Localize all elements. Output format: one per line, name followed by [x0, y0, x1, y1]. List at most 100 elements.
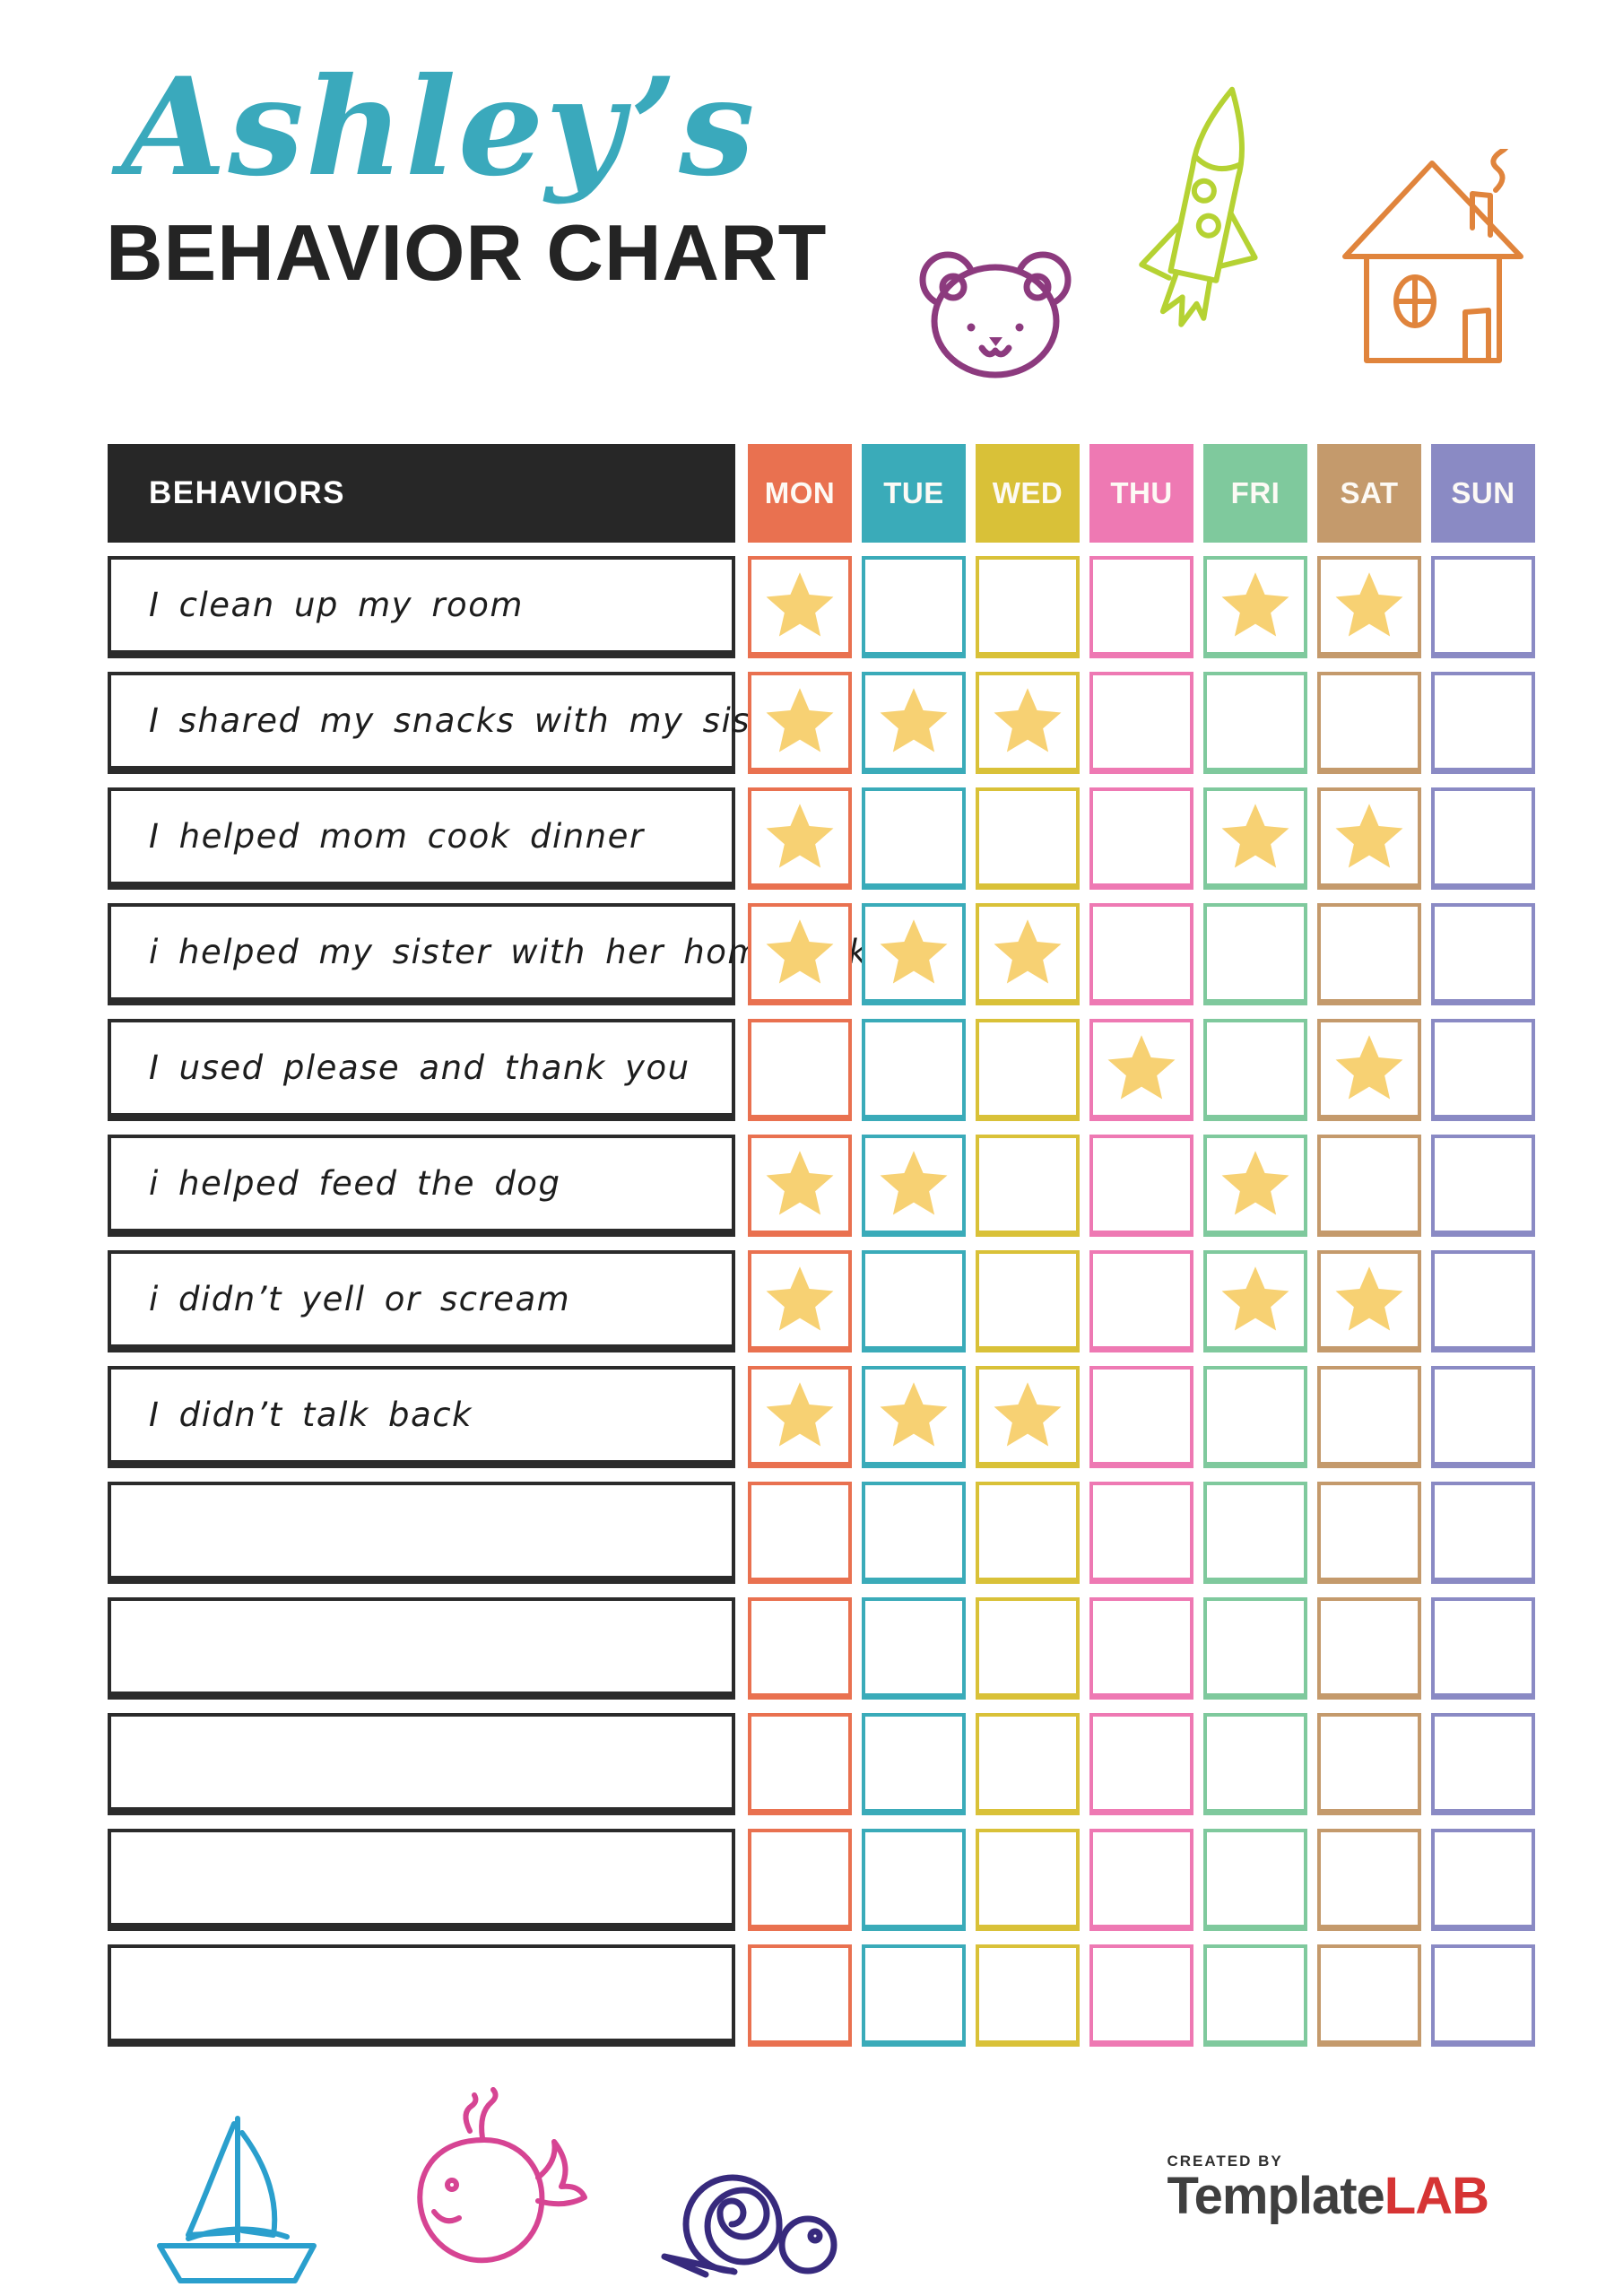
star-cell-thu[interactable]: [1089, 1135, 1193, 1237]
star-cell-tue[interactable]: [862, 672, 966, 774]
star-cell-sun[interactable]: [1431, 672, 1535, 774]
star-cell-tue[interactable]: [862, 1250, 966, 1352]
star-cell-mon[interactable]: [748, 1366, 852, 1468]
star-cell-thu[interactable]: [1089, 1829, 1193, 1931]
behavior-label: I clean up my room: [108, 556, 735, 658]
star-cell-mon[interactable]: [748, 787, 852, 890]
star-cell-thu[interactable]: [1089, 556, 1193, 658]
star-cell-wed[interactable]: [976, 1482, 1080, 1584]
star-cell-mon[interactable]: [748, 556, 852, 658]
behavior-row-2: I shared my snacks with my sister: [108, 672, 1535, 774]
star-cell-fri[interactable]: [1203, 1250, 1307, 1352]
star-icon: [1107, 1034, 1176, 1099]
star-cell-sun[interactable]: [1431, 1597, 1535, 1700]
star-cell-sun[interactable]: [1431, 1829, 1535, 1931]
star-cell-wed[interactable]: [976, 1713, 1080, 1815]
star-cell-fri[interactable]: [1203, 1944, 1307, 2047]
star-cell-mon[interactable]: [748, 672, 852, 774]
star-cell-wed[interactable]: [976, 1366, 1080, 1468]
star-cell-mon[interactable]: [748, 1135, 852, 1237]
behavior-chart-table: BEHAVIORS MON TUE WED THU FRI SAT SUN I clean …: [108, 444, 1535, 2047]
star-cell-wed[interactable]: [976, 787, 1080, 890]
star-cell-wed[interactable]: [976, 672, 1080, 774]
star-cell-tue[interactable]: [862, 1366, 966, 1468]
star-cell-sun[interactable]: [1431, 1135, 1535, 1237]
star-cell-tue[interactable]: [862, 787, 966, 890]
star-cell-wed[interactable]: [976, 1250, 1080, 1352]
star-cell-tue[interactable]: [862, 1829, 966, 1931]
sailboat-icon: [157, 2116, 317, 2283]
star-cell-mon[interactable]: [748, 1250, 852, 1352]
star-cell-tue[interactable]: [862, 1713, 966, 1815]
star-cell-tue[interactable]: [862, 1019, 966, 1121]
star-cell-sat[interactable]: [1317, 787, 1421, 890]
star-cell-tue[interactable]: [862, 556, 966, 658]
star-cell-fri[interactable]: [1203, 1366, 1307, 1468]
star-cell-sat[interactable]: [1317, 1713, 1421, 1815]
star-cell-fri[interactable]: [1203, 1482, 1307, 1584]
star-cell-wed[interactable]: [976, 1944, 1080, 2047]
star-cell-sat[interactable]: [1317, 1250, 1421, 1352]
star-cell-mon[interactable]: [748, 1829, 852, 1931]
star-cell-sat[interactable]: [1317, 903, 1421, 1005]
star-cell-wed[interactable]: [976, 1829, 1080, 1931]
star-cell-thu[interactable]: [1089, 672, 1193, 774]
star-cell-fri[interactable]: [1203, 1135, 1307, 1237]
star-cell-tue[interactable]: [862, 1597, 966, 1700]
star-cell-thu[interactable]: [1089, 903, 1193, 1005]
star-cell-fri[interactable]: [1203, 903, 1307, 1005]
star-cell-thu[interactable]: [1089, 1019, 1193, 1121]
star-cell-sat[interactable]: [1317, 1944, 1421, 2047]
star-cell-sun[interactable]: [1431, 903, 1535, 1005]
top-doodles: [899, 79, 1535, 380]
star-cell-tue[interactable]: [862, 1482, 966, 1584]
star-cell-wed[interactable]: [976, 1597, 1080, 1700]
star-cell-fri[interactable]: [1203, 672, 1307, 774]
star-cell-sun[interactable]: [1431, 1250, 1535, 1352]
star-cell-mon[interactable]: [748, 1597, 852, 1700]
star-cell-sat[interactable]: [1317, 1829, 1421, 1931]
star-cell-sun[interactable]: [1431, 556, 1535, 658]
star-cell-mon[interactable]: [748, 1019, 852, 1121]
star-cell-tue[interactable]: [862, 1135, 966, 1237]
star-cell-sat[interactable]: [1317, 1597, 1421, 1700]
star-cell-sun[interactable]: [1431, 787, 1535, 890]
star-cell-sun[interactable]: [1431, 1713, 1535, 1815]
star-cell-sun[interactable]: [1431, 1482, 1535, 1584]
star-cell-thu[interactable]: [1089, 1250, 1193, 1352]
star-cell-thu[interactable]: [1089, 1713, 1193, 1815]
star-cell-fri[interactable]: [1203, 1829, 1307, 1931]
star-cell-mon[interactable]: [748, 1482, 852, 1584]
star-cell-sun[interactable]: [1431, 1944, 1535, 2047]
star-cell-fri[interactable]: [1203, 556, 1307, 658]
star-cell-thu[interactable]: [1089, 1482, 1193, 1584]
star-cell-fri[interactable]: [1203, 787, 1307, 890]
star-cell-thu[interactable]: [1089, 1597, 1193, 1700]
star-cell-fri[interactable]: [1203, 1597, 1307, 1700]
star-cell-wed[interactable]: [976, 1135, 1080, 1237]
star-cell-sat[interactable]: [1317, 556, 1421, 658]
star-cell-wed[interactable]: [976, 1019, 1080, 1121]
star-cell-fri[interactable]: [1203, 1019, 1307, 1121]
star-icon: [880, 1381, 948, 1446]
star-icon: [994, 687, 1062, 752]
star-cell-sat[interactable]: [1317, 672, 1421, 774]
star-icon: [766, 571, 834, 636]
star-cell-wed[interactable]: [976, 903, 1080, 1005]
star-cell-sat[interactable]: [1317, 1019, 1421, 1121]
star-cell-sun[interactable]: [1431, 1366, 1535, 1468]
star-cell-sat[interactable]: [1317, 1135, 1421, 1237]
star-cell-thu[interactable]: [1089, 1944, 1193, 2047]
star-cell-tue[interactable]: [862, 903, 966, 1005]
star-cell-fri[interactable]: [1203, 1713, 1307, 1815]
star-cell-thu[interactable]: [1089, 1366, 1193, 1468]
star-cell-wed[interactable]: [976, 556, 1080, 658]
star-cell-sat[interactable]: [1317, 1366, 1421, 1468]
star-cell-mon[interactable]: [748, 1944, 852, 2047]
star-cell-mon[interactable]: [748, 903, 852, 1005]
star-cell-tue[interactable]: [862, 1944, 966, 2047]
star-cell-thu[interactable]: [1089, 787, 1193, 890]
star-cell-sun[interactable]: [1431, 1019, 1535, 1121]
star-cell-sat[interactable]: [1317, 1482, 1421, 1584]
star-cell-mon[interactable]: [748, 1713, 852, 1815]
